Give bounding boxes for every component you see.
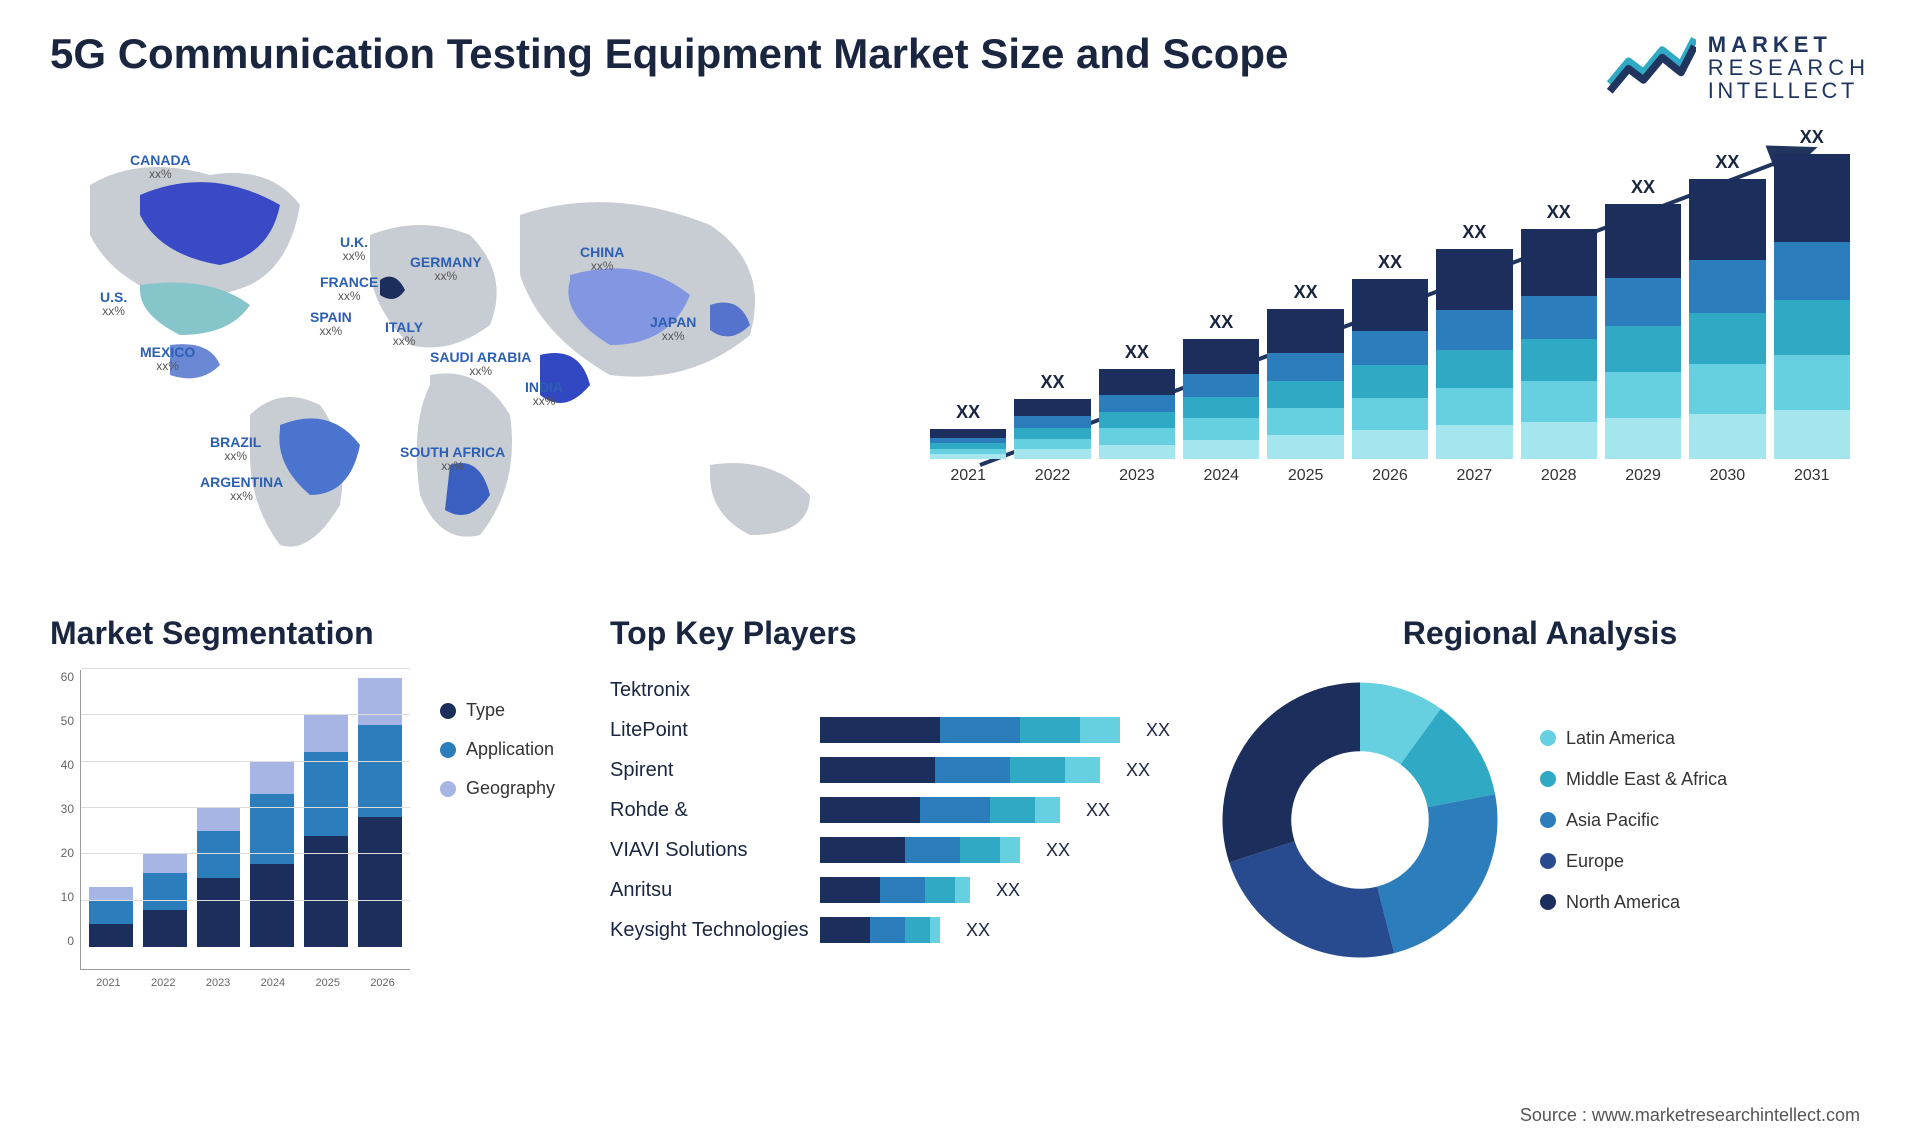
regional-title: Regional Analysis (1210, 615, 1870, 652)
bar-2023: XX2023 (1099, 342, 1175, 485)
seg-bar (304, 715, 348, 947)
legend-item: Asia Pacific (1540, 810, 1727, 831)
player-row: Rohde &XX (610, 790, 1170, 830)
seg-bar (358, 678, 402, 947)
x-axis: 202120222023202420252026 (81, 977, 410, 989)
legend-item: North America (1540, 892, 1727, 913)
player-row: VIAVI SolutionsXX (610, 830, 1170, 870)
world-map: CANADAxx% U.S.xx% MEXICOxx% BRAZILxx% ARGENT… (50, 135, 870, 565)
seg-bar (143, 854, 187, 947)
regional-legend: Latin America Middle East & Africa Asia Pa… (1540, 728, 1727, 913)
map-label: CHINAxx% (580, 245, 624, 274)
bar-2030: XX2030 (1689, 152, 1765, 485)
map-label: ITALYxx% (385, 320, 423, 349)
bar-2029: XX2029 (1605, 177, 1681, 485)
bar-2022: XX2022 (1014, 372, 1090, 485)
top-players-title: Top Key Players (610, 615, 1170, 652)
top-row: CANADAxx% U.S.xx% MEXICOxx% BRAZILxx% ARGENT… (50, 135, 1870, 565)
donut-slice (1377, 794, 1497, 953)
map-label: BRAZILxx% (210, 435, 261, 464)
player-row: LitePointXX (610, 710, 1170, 750)
map-label: ARGENTINAxx% (200, 475, 283, 504)
legend-item: Geography (440, 778, 570, 799)
player-row: Keysight TechnologiesXX (610, 910, 1170, 950)
logo-text: MARKET RESEARCH INTELLECT (1708, 33, 1870, 102)
segmentation-title: Market Segmentation (50, 615, 570, 652)
top-players-list: TektronixLitePointXXSpirentXXRohde &XXVI… (610, 670, 1170, 950)
top-players-panel: Top Key Players TektronixLitePointXXSpir… (610, 615, 1170, 995)
map-label: MEXICOxx% (140, 345, 195, 374)
bar-2026: XX2026 (1352, 252, 1428, 485)
donut-slice (1229, 841, 1394, 957)
segmentation-panel: Market Segmentation 0102030405060 202120… (50, 615, 570, 995)
seg-bar (89, 887, 133, 947)
legend-item: Latin America (1540, 728, 1727, 749)
map-label: INDIAxx% (525, 380, 563, 409)
bar-2027: XX2027 (1436, 222, 1512, 485)
bar-2024: XX2024 (1183, 312, 1259, 485)
map-label: GERMANYxx% (410, 255, 482, 284)
regional-panel: Regional Analysis Latin America Middle Ea… (1210, 615, 1870, 995)
player-row: Tektronix (610, 670, 1170, 710)
donut-slice (1223, 683, 1361, 863)
regional-chart: Latin America Middle East & Africa Asia Pa… (1210, 670, 1870, 970)
map-label: JAPANxx% (650, 315, 696, 344)
donut-chart (1210, 670, 1510, 970)
map-label: SPAINxx% (310, 310, 352, 339)
legend-item: Middle East & Africa (1540, 769, 1727, 790)
map-label: SAUDI ARABIAxx% (430, 350, 531, 379)
bar-2028: XX2028 (1521, 202, 1597, 485)
legend-item: Europe (1540, 851, 1727, 872)
plot-area: 202120222023202420252026 (80, 670, 410, 970)
map-label: CANADAxx% (130, 153, 191, 182)
seg-bar (197, 808, 241, 947)
bar-2021: XX2021 (930, 402, 1006, 485)
seg-bar (250, 762, 294, 947)
legend-item: Application (440, 739, 570, 760)
map-label: U.S.xx% (100, 290, 127, 319)
source-text: Source : www.marketresearchintellect.com (1520, 1105, 1860, 1126)
map-label: SOUTH AFRICAxx% (400, 445, 505, 474)
market-size-chart: XX2021XX2022XX2023XX2024XX2025XX2026XX20… (910, 135, 1870, 565)
player-row: AnritsuXX (610, 870, 1170, 910)
page-title: 5G Communication Testing Equipment Marke… (50, 30, 1288, 78)
segmentation-chart: 0102030405060 202120222023202420252026 T… (50, 670, 570, 970)
brand-logo: MARKET RESEARCH INTELLECT (1606, 30, 1870, 105)
header: 5G Communication Testing Equipment Marke… (50, 30, 1870, 105)
legend-item: Type (440, 700, 570, 721)
segmentation-legend: Type Application Geography (410, 670, 570, 970)
bar-2031: XX2031 (1774, 127, 1850, 485)
player-row: SpirentXX (610, 750, 1170, 790)
logo-icon (1606, 30, 1696, 105)
y-axis: 0102030405060 (50, 670, 80, 970)
map-label: FRANCExx% (320, 275, 378, 304)
map-label: U.K.xx% (340, 235, 368, 264)
bar-2025: XX2025 (1267, 282, 1343, 485)
bottom-row: Market Segmentation 0102030405060 202120… (50, 615, 1870, 995)
